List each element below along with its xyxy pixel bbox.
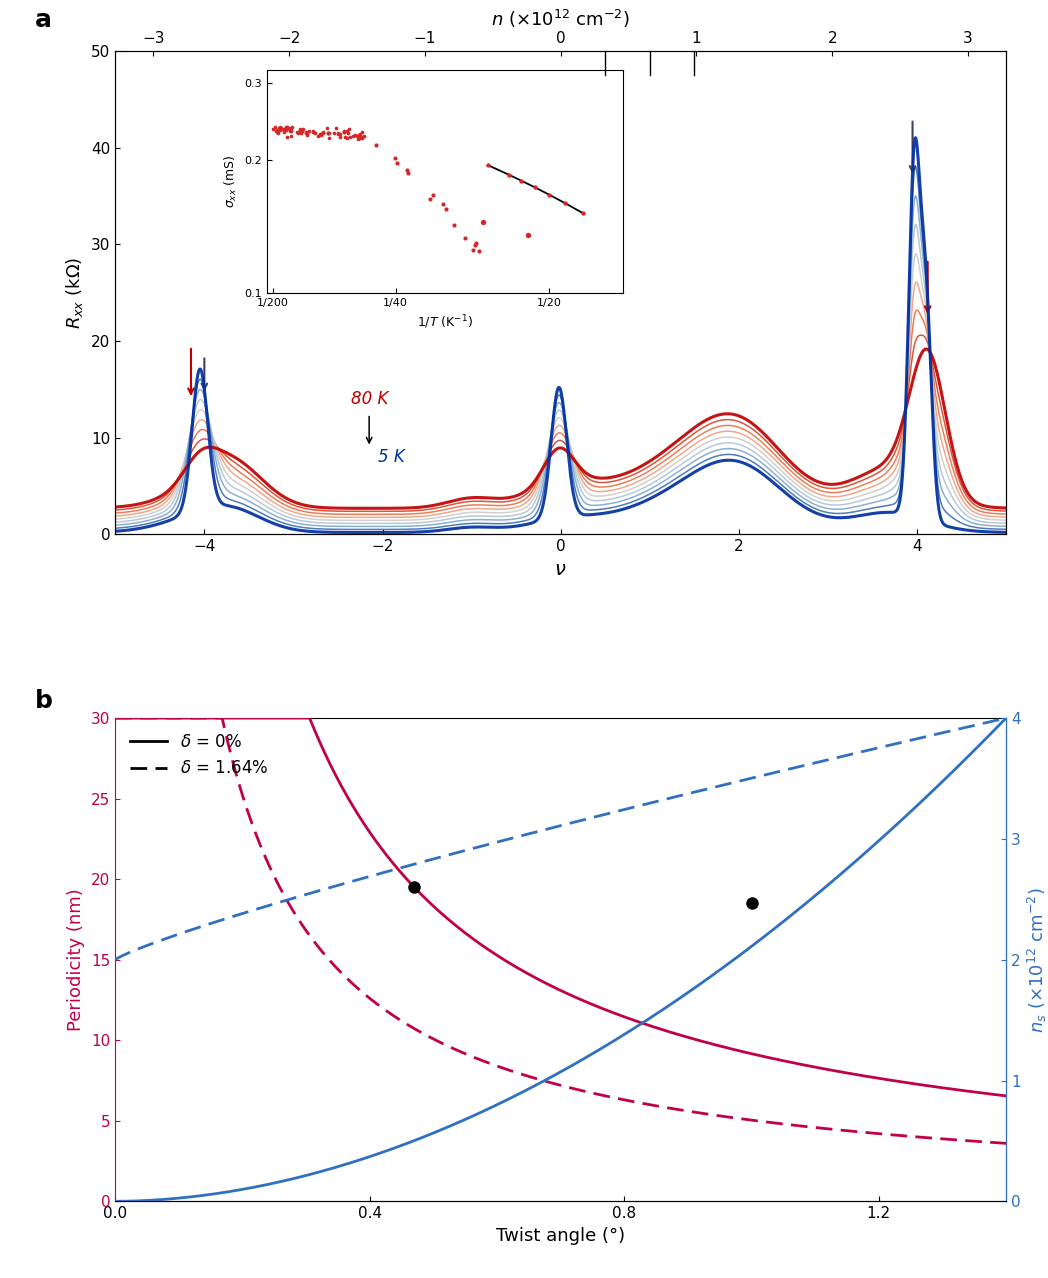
X-axis label: $n$ ($\times 10^{12}$ cm$^{-2}$): $n$ ($\times 10^{12}$ cm$^{-2}$) [492,8,630,29]
Text: b: b [36,689,53,713]
X-axis label: $\nu$: $\nu$ [554,560,567,579]
Text: 80 K: 80 K [351,390,389,408]
Text: a: a [36,8,52,32]
Text: 5 K: 5 K [378,447,405,466]
X-axis label: Twist angle (°): Twist angle (°) [496,1227,626,1245]
Y-axis label: Periodicity (nm): Periodicity (nm) [67,888,86,1031]
Legend: $\delta$ = 0%, $\delta$ = 1.64%: $\delta$ = 0%, $\delta$ = 1.64% [124,726,276,783]
Y-axis label: $R_{xx}$ (k$\Omega$): $R_{xx}$ (k$\Omega$) [65,257,86,328]
Y-axis label: $n_s$ ($\times 10^{12}$ cm$^{-2}$): $n_s$ ($\times 10^{12}$ cm$^{-2}$) [1026,887,1048,1033]
